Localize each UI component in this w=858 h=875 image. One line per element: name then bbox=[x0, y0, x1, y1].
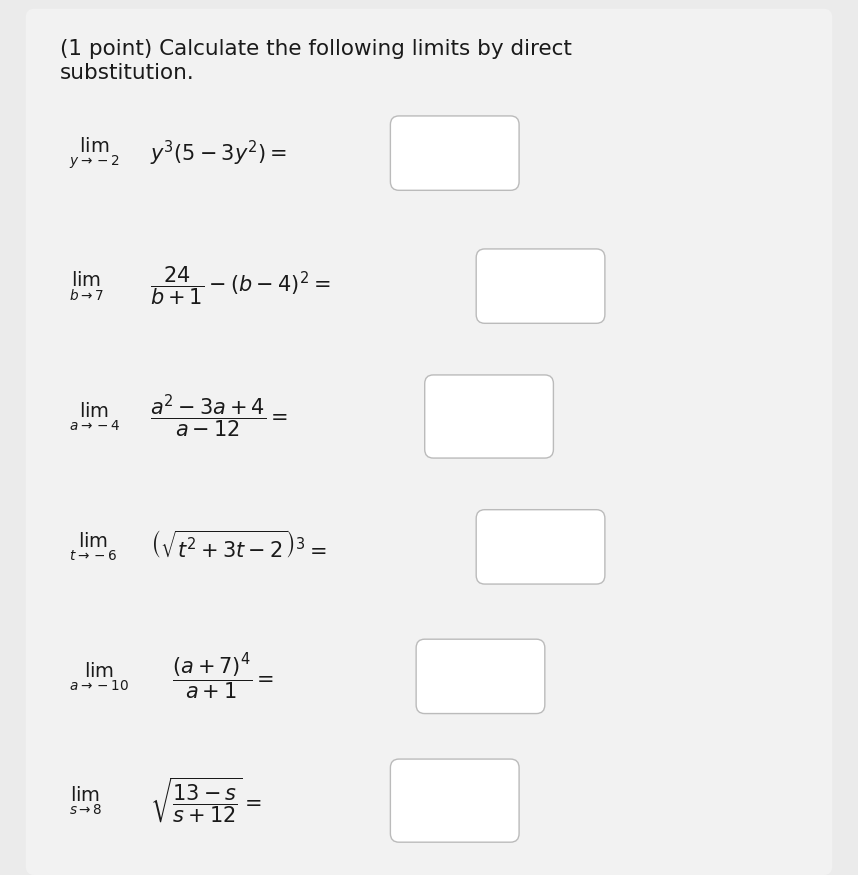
FancyBboxPatch shape bbox=[26, 9, 832, 875]
Text: $\underset{a\to -4}{\lim}$: $\underset{a\to -4}{\lim}$ bbox=[69, 400, 120, 433]
FancyBboxPatch shape bbox=[476, 509, 605, 584]
Text: $\dfrac{(a+7)^4}{a+1} =$: $\dfrac{(a+7)^4}{a+1} =$ bbox=[172, 651, 274, 702]
Text: $y^3(5 - 3y^2) =$: $y^3(5 - 3y^2) =$ bbox=[150, 138, 287, 168]
Text: (1 point) Calculate the following limits by direct
substitution.: (1 point) Calculate the following limits… bbox=[60, 39, 572, 82]
Text: $\underset{y\to -2}{\lim}$: $\underset{y\to -2}{\lim}$ bbox=[69, 136, 120, 171]
FancyBboxPatch shape bbox=[425, 374, 553, 458]
Text: $\sqrt{\dfrac{13-s}{s+12}} =$: $\sqrt{\dfrac{13-s}{s+12}} =$ bbox=[150, 776, 263, 825]
Text: $\left(\sqrt{t^2+3t-2}\right)^3 =$: $\left(\sqrt{t^2+3t-2}\right)^3 =$ bbox=[150, 531, 327, 563]
Text: $\dfrac{a^2-3a+4}{a-12} =$: $\dfrac{a^2-3a+4}{a-12} =$ bbox=[150, 393, 288, 440]
Text: $\underset{s\to 8}{\lim}$: $\underset{s\to 8}{\lim}$ bbox=[69, 784, 102, 817]
FancyBboxPatch shape bbox=[390, 116, 519, 190]
Text: $\underset{b\to 7}{\lim}$: $\underset{b\to 7}{\lim}$ bbox=[69, 270, 104, 303]
Text: $\underset{a\to -10}{\lim}$: $\underset{a\to -10}{\lim}$ bbox=[69, 660, 129, 693]
FancyBboxPatch shape bbox=[390, 759, 519, 842]
Text: $\underset{t\to -6}{\lim}$: $\underset{t\to -6}{\lim}$ bbox=[69, 530, 118, 564]
FancyBboxPatch shape bbox=[476, 248, 605, 323]
FancyBboxPatch shape bbox=[416, 639, 545, 714]
Text: $\dfrac{24}{b+1} - (b-4)^2 =$: $\dfrac{24}{b+1} - (b-4)^2 =$ bbox=[150, 265, 330, 307]
